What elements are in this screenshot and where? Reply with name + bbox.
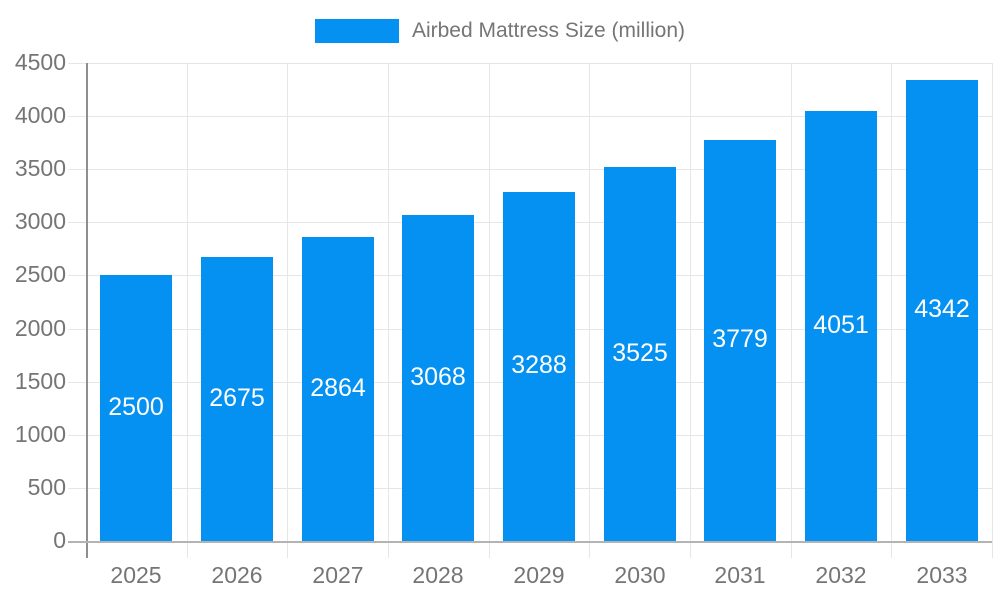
- gridline-vertical: [891, 63, 892, 558]
- bar[interactable]: [805, 111, 877, 541]
- x-axis-tick-label: 2033: [916, 562, 968, 588]
- legend[interactable]: Airbed Mattress Size (million): [0, 19, 1000, 43]
- y-axis-tick-label: 0: [53, 527, 66, 553]
- y-axis-line: [86, 63, 88, 558]
- y-axis-tick-label: 4000: [14, 102, 66, 128]
- x-axis-tick-label: 2030: [614, 562, 666, 588]
- gridline-vertical: [992, 63, 993, 558]
- y-axis-tick-label: 500: [27, 474, 66, 500]
- y-axis-tick-label: 2000: [14, 315, 66, 341]
- y-axis-tick-label: 3500: [14, 155, 66, 181]
- bar[interactable]: [604, 167, 676, 541]
- gridline-vertical: [388, 63, 389, 558]
- x-axis-tick-label: 2025: [110, 562, 162, 588]
- y-axis-tick-label: 2500: [14, 261, 66, 287]
- gridline-vertical: [690, 63, 691, 558]
- x-axis-tick-label: 2032: [815, 562, 867, 588]
- bar[interactable]: [906, 80, 978, 541]
- gridline-vertical: [287, 63, 288, 558]
- gridline-horizontal: [68, 116, 992, 117]
- x-axis-tick-label: 2027: [312, 562, 364, 588]
- y-axis-tick-label: 1500: [14, 368, 66, 394]
- x-axis-tick-label: 2026: [211, 562, 263, 588]
- legend-swatch-icon: [314, 19, 399, 43]
- y-axis-tick-label: 3000: [14, 208, 66, 234]
- x-axis-line: [68, 541, 992, 543]
- gridline-vertical: [489, 63, 490, 558]
- bar[interactable]: [302, 237, 374, 541]
- gridline-vertical: [187, 63, 188, 558]
- bar[interactable]: [503, 192, 575, 541]
- y-axis-tick-label: 1000: [14, 421, 66, 447]
- y-axis-tick-label: 4500: [14, 49, 66, 75]
- gridline-horizontal: [68, 169, 992, 170]
- gridline-horizontal: [68, 63, 992, 64]
- x-axis-tick-label: 2031: [714, 562, 766, 588]
- x-axis-tick-label: 2028: [412, 562, 464, 588]
- bar[interactable]: [704, 140, 776, 541]
- legend-label: Airbed Mattress Size (million): [411, 19, 686, 42]
- x-axis-tick-label: 2029: [513, 562, 565, 588]
- bar[interactable]: [201, 257, 273, 541]
- bar[interactable]: [100, 275, 172, 541]
- gridline-vertical: [791, 63, 792, 558]
- bar[interactable]: [402, 215, 474, 541]
- gridline-vertical: [589, 63, 590, 558]
